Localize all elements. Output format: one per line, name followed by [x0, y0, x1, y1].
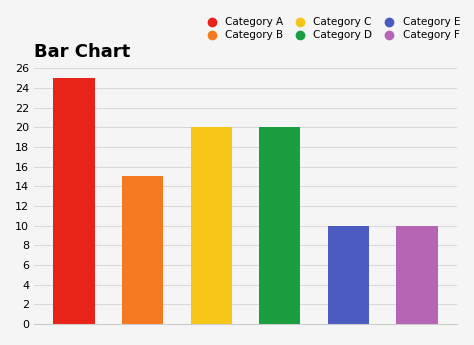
Bar	[54, 78, 94, 324]
Bar	[122, 176, 163, 324]
Legend: Category A, Category B, Category C, Category D, Category E, Category F: Category A, Category B, Category C, Cate…	[201, 17, 460, 40]
Bar	[328, 226, 369, 324]
Text: Bar Chart: Bar Chart	[34, 43, 130, 61]
Bar	[396, 226, 438, 324]
Bar	[191, 127, 232, 324]
Bar	[259, 127, 301, 324]
